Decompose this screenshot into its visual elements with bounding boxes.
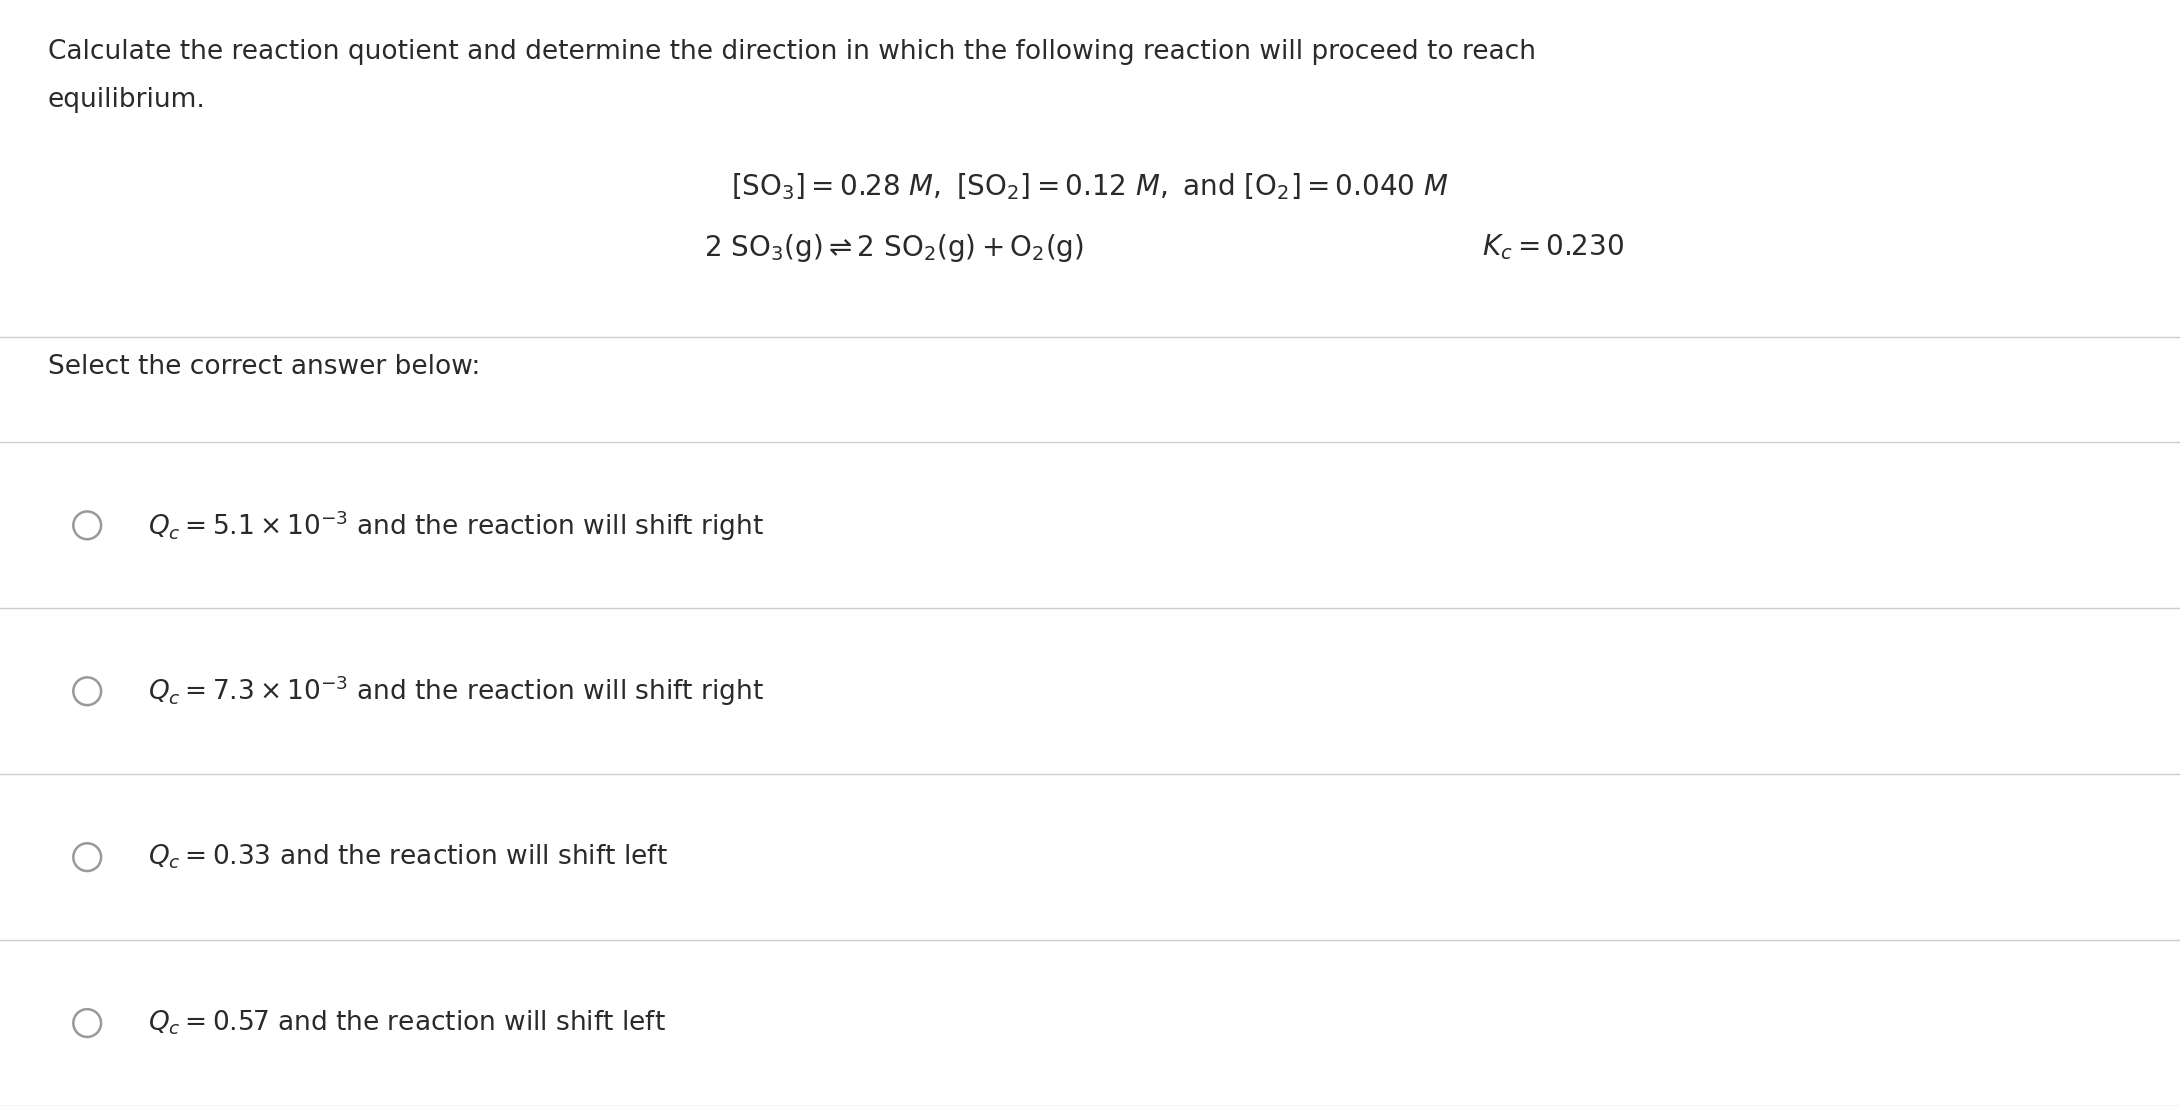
Text: $K_c = 0.230$: $K_c = 0.230$ [1482, 232, 1624, 262]
Text: $Q_c = 0.33$ and the reaction will shift left: $Q_c = 0.33$ and the reaction will shift… [148, 843, 667, 872]
Text: $Q_c = 0.57$ and the reaction will shift left: $Q_c = 0.57$ and the reaction will shift… [148, 1009, 667, 1037]
Text: equilibrium.: equilibrium. [48, 87, 205, 114]
Text: Select the correct answer below:: Select the correct answer below: [48, 354, 480, 380]
Text: $Q_c = 5.1 \times 10^{-3}$ and the reaction will shift right: $Q_c = 5.1 \times 10^{-3}$ and the react… [148, 508, 765, 543]
Text: $[\mathrm{SO_3}] = 0.28\ \mathit{M},\ [\mathrm{SO_2}] = 0.12\ \mathit{M},\ \math: $[\mathrm{SO_3}] = 0.28\ \mathit{M},\ [\… [730, 171, 1450, 202]
Text: $Q_c = 7.3 \times 10^{-3}$ and the reaction will shift right: $Q_c = 7.3 \times 10^{-3}$ and the react… [148, 674, 765, 709]
Text: Calculate the reaction quotient and determine the direction in which the followi: Calculate the reaction quotient and dete… [48, 39, 1537, 65]
Text: $2\ \mathrm{SO_3(g)} \rightleftharpoons 2\ \mathrm{SO_2(g)} + \mathrm{O_2(g)}$: $2\ \mathrm{SO_3(g)} \rightleftharpoons … [704, 232, 1083, 264]
